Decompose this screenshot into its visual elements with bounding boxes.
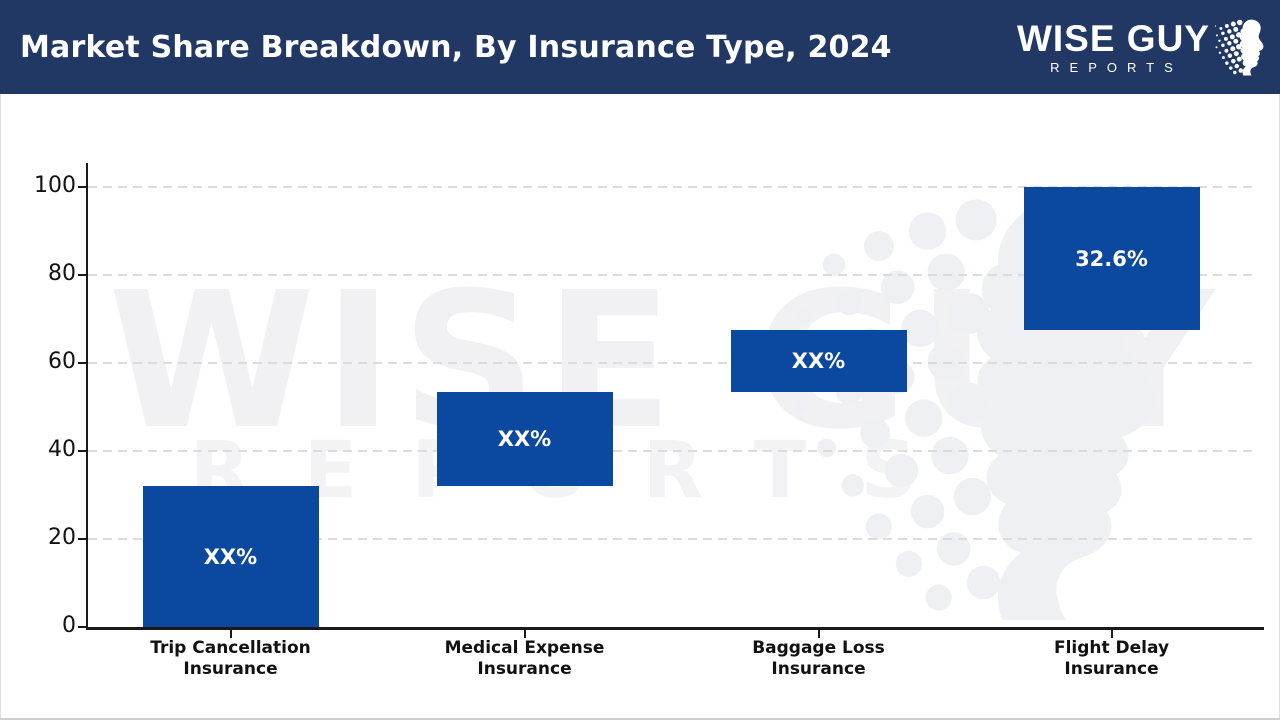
y-tick-label: 100 xyxy=(34,173,76,198)
x-tick-label-line: Insurance xyxy=(771,659,866,679)
y-tick-mark xyxy=(78,362,87,364)
x-tick-mark xyxy=(817,630,820,638)
y-tick-mark xyxy=(78,538,87,540)
gridline xyxy=(88,274,1252,276)
x-tick-label-line: Insurance xyxy=(477,659,572,679)
y-tick-label: 60 xyxy=(48,349,76,374)
bar-label: XX% xyxy=(497,427,552,452)
gridline xyxy=(88,450,1252,452)
y-tick-label: 0 xyxy=(62,613,76,638)
x-tick-label-line: Insurance xyxy=(183,659,278,679)
x-tick-label-line: Medical Expense xyxy=(444,638,605,658)
x-tick-mark xyxy=(229,630,232,638)
y-tick-label: 40 xyxy=(48,437,76,462)
x-tick-label-line: Insurance xyxy=(1064,659,1159,679)
gridline xyxy=(88,362,1252,364)
y-axis-line xyxy=(86,163,88,629)
y-tick-mark xyxy=(78,274,87,276)
bar xyxy=(730,330,907,393)
y-tick-mark xyxy=(78,186,87,188)
gridline xyxy=(88,186,1252,188)
y-tick-label: 20 xyxy=(48,525,76,550)
bar-label: 32.6% xyxy=(1075,246,1148,271)
bar-label: XX% xyxy=(791,349,846,374)
bar xyxy=(436,392,613,487)
dotted-head-icon xyxy=(1214,19,1264,76)
y-tick-label: 80 xyxy=(48,261,76,286)
bar xyxy=(142,486,319,627)
bar-label: XX% xyxy=(203,544,258,569)
x-tick-label-line: Flight Delay xyxy=(1053,638,1170,658)
x-tick-label: Baggage Loss Insurance xyxy=(679,638,959,680)
x-tick-label: Flight Delay Insurance xyxy=(972,638,1252,680)
header-bar: Market Share Breakdown, By Insurance Typ… xyxy=(0,0,1280,94)
x-tick-label: Trip Cancellation Insurance xyxy=(91,638,371,680)
x-tick-label: Medical Expense Insurance xyxy=(385,638,665,680)
bar xyxy=(1023,187,1200,331)
x-tick-label-line: Baggage Loss xyxy=(752,638,885,658)
x-tick-mark xyxy=(1110,630,1113,638)
y-tick-mark xyxy=(78,450,87,452)
logo-subtitle: REPORTS xyxy=(1050,60,1183,75)
x-tick-mark xyxy=(523,630,526,638)
gridline xyxy=(88,538,1252,540)
page-title: Market Share Breakdown, By Insurance Typ… xyxy=(20,29,892,65)
wise-guy-logo: WISE GUY REPORTS xyxy=(1017,15,1266,79)
x-axis-line xyxy=(86,627,1264,630)
logo-text: WISE GUY REPORTS xyxy=(1017,20,1210,74)
logo-wordmark: WISE GUY xyxy=(1016,18,1210,59)
x-tick-label-line: Trip Cancellation xyxy=(150,638,311,658)
y-tick-mark xyxy=(78,626,87,628)
